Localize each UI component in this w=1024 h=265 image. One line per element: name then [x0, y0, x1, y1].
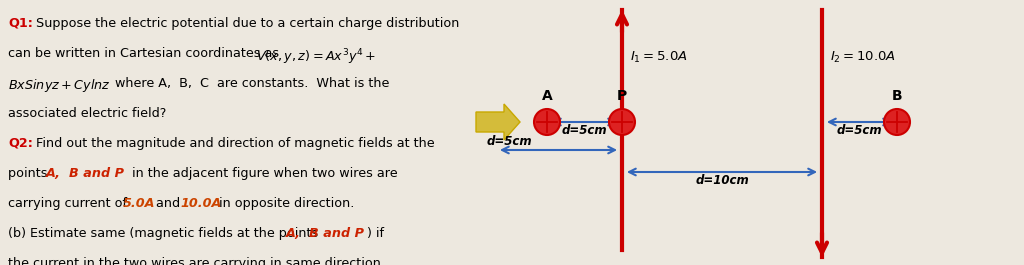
Text: Suppose the electric potential due to a certain charge distribution: Suppose the electric potential due to a …: [36, 17, 460, 30]
Text: in the adjacent figure when two wires are: in the adjacent figure when two wires ar…: [128, 167, 397, 180]
Text: in opposite direction.: in opposite direction.: [215, 197, 354, 210]
Text: 5.0A: 5.0A: [123, 197, 156, 210]
Text: can be written in Cartesian coordinates as: can be written in Cartesian coordinates …: [8, 47, 283, 60]
Text: points: points: [8, 167, 51, 180]
Text: $V(x,y,z) = Ax^3y^4 +$: $V(x,y,z) = Ax^3y^4 +$: [256, 47, 376, 67]
Circle shape: [534, 109, 560, 135]
Text: A: A: [542, 89, 552, 103]
Text: (b) Estimate same (magnetic fields at the points: (b) Estimate same (magnetic fields at th…: [8, 227, 323, 240]
Text: ) if: ) if: [362, 227, 384, 240]
Polygon shape: [476, 104, 520, 140]
Circle shape: [609, 109, 635, 135]
Text: $BxSinyz + Cylnz$: $BxSinyz + Cylnz$: [8, 77, 111, 94]
Text: Q1:: Q1:: [8, 17, 33, 30]
Text: and: and: [152, 197, 184, 210]
Text: P: P: [616, 89, 627, 103]
Text: $I_1 = 5.0A$: $I_1 = 5.0A$: [630, 50, 688, 65]
Text: Q2:: Q2:: [8, 137, 33, 150]
Text: where A,  B,  C  are constants.  What is the: where A, B, C are constants. What is the: [111, 77, 389, 90]
Text: B: B: [892, 89, 902, 103]
Text: associated electric field?: associated electric field?: [8, 107, 166, 120]
Text: the current in the two wires are carrying in same direction.: the current in the two wires are carryin…: [8, 257, 385, 265]
Text: d=5cm: d=5cm: [837, 124, 883, 137]
Text: A,  B and P: A, B and P: [286, 227, 365, 240]
Text: 10.0A: 10.0A: [180, 197, 221, 210]
Text: d=10cm: d=10cm: [695, 174, 749, 187]
Circle shape: [884, 109, 910, 135]
Text: d=5cm: d=5cm: [562, 124, 607, 137]
Text: d=5cm: d=5cm: [486, 135, 532, 148]
Text: Find out the magnitude and direction of magnetic fields at the: Find out the magnitude and direction of …: [36, 137, 434, 150]
Text: A,  B and P: A, B and P: [46, 167, 125, 180]
Text: $I_2 = 10.0A$: $I_2 = 10.0A$: [830, 50, 896, 65]
Text: carrying current of: carrying current of: [8, 197, 131, 210]
